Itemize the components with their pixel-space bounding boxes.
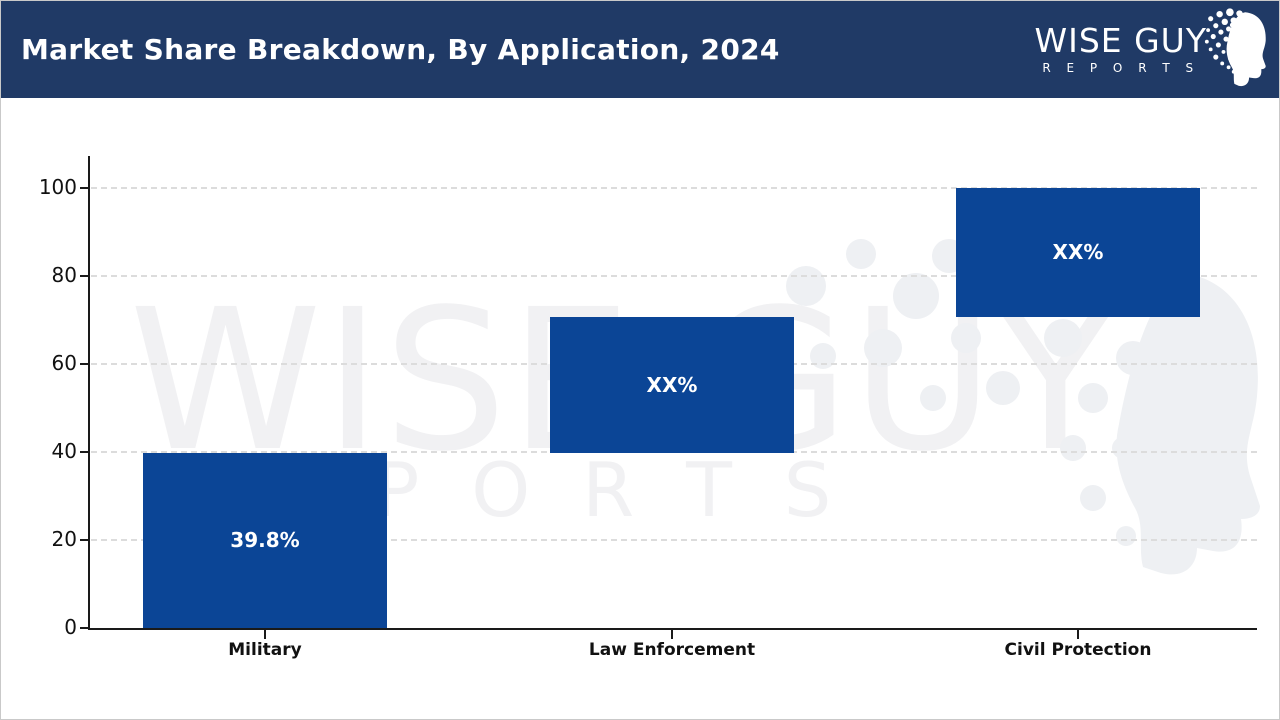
gridline [91, 275, 1257, 277]
y-tick-mark [80, 275, 88, 277]
bar-value-label: XX% [1052, 240, 1104, 265]
x-tick-label: Civil Protection [1004, 640, 1152, 660]
logo-wordmark: WISE GUY [1034, 21, 1207, 60]
report-header: Market Share Breakdown, By Application, … [1, 1, 1279, 98]
y-tick-mark [80, 627, 88, 629]
bar-value-label: XX% [646, 372, 698, 397]
x-tick-label: Military [228, 640, 302, 660]
wiseguy-logo: WISE GUY R E P O R T S [1034, 7, 1279, 92]
x-tick-mark [264, 630, 266, 639]
chart-title: Market Share Breakdown, By Application, … [21, 33, 780, 66]
bar-value-label: 39.8% [230, 528, 300, 553]
y-tick-label: 80 [51, 263, 77, 287]
wiseguy-face-icon [1204, 7, 1266, 86]
y-tick-label: 20 [51, 527, 77, 551]
bar-law-enforcement: XX% [550, 316, 794, 453]
bar-civil-protection: XX% [956, 188, 1200, 317]
y-tick-mark [80, 451, 88, 453]
y-tick-label: 60 [51, 351, 77, 375]
y-tick-mark [80, 187, 88, 189]
gridline [91, 539, 1257, 541]
y-axis-line [88, 156, 90, 630]
wiseguy-logo-text: WISE GUY R E P O R T S [1034, 24, 1207, 75]
gridline [91, 187, 1257, 189]
x-axis-line [88, 628, 1257, 630]
x-tick-mark [1077, 630, 1079, 639]
watermark-face-icon [786, 239, 1260, 575]
y-tick-mark [80, 539, 88, 541]
y-tick-label: 0 [64, 615, 77, 639]
x-tick-mark [671, 630, 673, 639]
y-tick-label: 100 [38, 175, 77, 199]
x-tick-label: Law Enforcement [588, 640, 756, 660]
logo-subtitle: R E P O R T S [1042, 61, 1200, 75]
y-tick-mark [80, 363, 88, 365]
y-tick-label: 40 [51, 439, 77, 463]
bar-military: 39.8% [143, 452, 387, 628]
